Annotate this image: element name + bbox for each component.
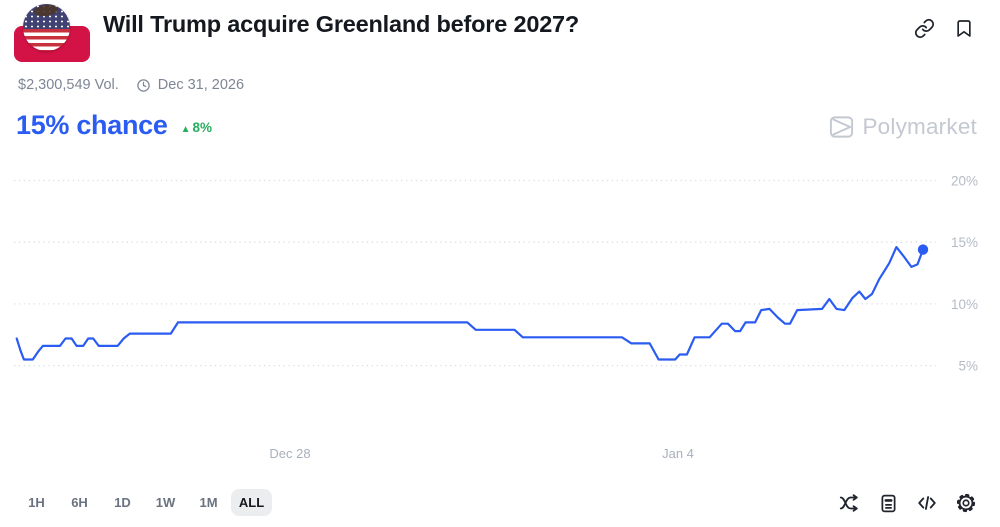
- embed-code-icon: [918, 496, 936, 510]
- market-meta: $2,300,549 Vol. Dec 31, 2026: [18, 77, 244, 93]
- clock-icon: [136, 78, 151, 93]
- x-axis-label: Dec 28: [269, 446, 310, 461]
- link-icon: [914, 18, 934, 38]
- watermark-text: Polymarket: [862, 114, 977, 139]
- market-avatar: [14, 4, 90, 62]
- change-value: 8%: [192, 119, 213, 135]
- compare-shuffle-icon: [839, 494, 858, 512]
- x-axis-label: Jan 4: [662, 446, 694, 461]
- change-indicator: 8%: [181, 119, 213, 135]
- copy-link-button[interactable]: [912, 16, 936, 40]
- y-axis-label: 15%: [951, 235, 978, 250]
- us-flag-icon: [23, 4, 70, 51]
- probability-chart[interactable]: 20% 15% 10% 5% Dec 28 Jan 4: [0, 160, 1000, 480]
- polymarket-watermark: Polymarket: [828, 114, 977, 140]
- embed-code-button[interactable]: [915, 491, 939, 515]
- time-range-bar: 1H 6H 1D 1W 1M ALL: [16, 489, 272, 516]
- current-value-dot: [917, 244, 929, 255]
- settings-button[interactable]: [954, 491, 978, 515]
- range-button-6h[interactable]: 6H: [59, 489, 100, 516]
- news-article-button[interactable]: [876, 491, 900, 515]
- up-triangle-icon: [181, 120, 193, 135]
- probability-line: [15, 246, 925, 361]
- y-axis-label: 5%: [958, 358, 978, 373]
- chart-tools: [837, 491, 978, 515]
- market-title: Will Trump acquire Greenland before 2027…: [103, 11, 580, 37]
- flag-dark-detail: [33, 4, 59, 18]
- range-button-1w[interactable]: 1W: [145, 489, 186, 516]
- chance-value: 15% chance: [16, 110, 168, 140]
- bookmark-button[interactable]: [952, 16, 976, 40]
- polymarket-logo-icon: [830, 116, 854, 138]
- flag-stripes: [23, 29, 70, 51]
- settings-gear-icon: [956, 493, 976, 513]
- range-button-1h[interactable]: 1H: [16, 489, 57, 516]
- y-axis-label: 20%: [951, 173, 978, 188]
- header-actions: [912, 16, 976, 40]
- chance-row: 15% chance 8%: [16, 110, 212, 141]
- bookmark-icon: [957, 19, 971, 37]
- news-article-icon: [881, 494, 895, 512]
- end-date-label: Dec 31, 2026: [157, 77, 245, 93]
- compare-shuffle-button[interactable]: [837, 491, 861, 515]
- range-button-all[interactable]: ALL: [231, 489, 272, 516]
- y-axis-label: 10%: [951, 297, 978, 312]
- flag-stars-field: [23, 4, 70, 30]
- range-button-1d[interactable]: 1D: [102, 489, 143, 516]
- range-button-1m[interactable]: 1M: [188, 489, 229, 516]
- volume-label: $2,300,549 Vol.: [18, 77, 119, 93]
